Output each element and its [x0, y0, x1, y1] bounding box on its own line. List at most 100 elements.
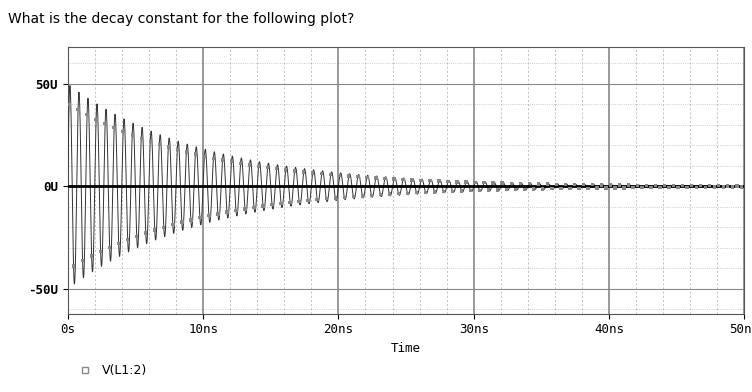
Point	[397, 176, 409, 183]
Point	[253, 163, 265, 169]
Point	[559, 181, 572, 187]
Point	[564, 185, 576, 192]
Point	[190, 151, 202, 157]
Point	[108, 125, 120, 131]
Point	[284, 200, 296, 206]
Point	[239, 206, 251, 212]
Point	[528, 186, 540, 192]
Point	[144, 138, 156, 145]
Point	[63, 101, 75, 107]
Point	[402, 190, 414, 196]
Point	[275, 200, 287, 207]
Point	[135, 135, 147, 142]
Point	[212, 211, 224, 217]
Point	[505, 180, 517, 187]
Point	[618, 185, 630, 191]
Point	[289, 168, 301, 174]
Point	[176, 219, 188, 225]
Point	[131, 233, 143, 240]
Point	[735, 184, 747, 190]
Point	[343, 173, 355, 179]
Point	[411, 190, 423, 196]
Point	[569, 181, 581, 188]
Point	[645, 185, 657, 191]
Point	[104, 244, 116, 250]
Point	[185, 217, 197, 223]
Point	[587, 181, 599, 188]
Point	[329, 195, 341, 201]
Point	[203, 212, 215, 219]
Point	[636, 185, 648, 191]
Point	[537, 186, 549, 192]
Point	[199, 153, 211, 160]
Point	[429, 189, 441, 195]
Point	[447, 188, 459, 194]
Point	[510, 186, 522, 192]
Point	[623, 182, 635, 188]
Point	[420, 189, 432, 196]
Point	[180, 149, 193, 155]
Point	[230, 207, 242, 214]
Point	[690, 184, 702, 191]
Point	[614, 182, 626, 188]
Point	[149, 227, 161, 233]
Point	[113, 240, 125, 247]
Point	[591, 185, 603, 191]
Point	[257, 203, 269, 209]
Point	[81, 111, 93, 118]
Point	[271, 165, 283, 172]
Point	[731, 183, 743, 189]
Point	[221, 209, 233, 215]
Point	[663, 184, 675, 191]
Point	[208, 155, 220, 162]
Point	[573, 185, 585, 192]
Point	[713, 183, 725, 189]
Point	[641, 182, 653, 189]
Point	[717, 184, 729, 190]
Point	[307, 170, 319, 176]
Point	[478, 180, 490, 186]
Point	[302, 197, 314, 203]
Point	[86, 253, 98, 259]
Point	[99, 120, 111, 127]
Point	[722, 183, 734, 189]
Point	[546, 186, 558, 192]
X-axis label: Time: Time	[391, 342, 421, 355]
Point	[171, 147, 183, 153]
Point	[582, 185, 594, 191]
Point	[158, 224, 170, 230]
Point	[492, 187, 504, 193]
Point	[699, 184, 711, 191]
Point	[316, 171, 328, 177]
Point	[487, 180, 499, 186]
Point	[77, 258, 89, 264]
Point	[596, 182, 608, 188]
Point	[501, 187, 513, 193]
Point	[451, 179, 463, 185]
Point	[424, 178, 436, 184]
Point	[248, 204, 260, 211]
Point	[356, 193, 368, 199]
Point	[352, 174, 364, 180]
Point	[496, 180, 508, 186]
Point	[672, 184, 684, 191]
Point	[627, 185, 639, 191]
Point	[406, 177, 418, 183]
Point	[632, 182, 644, 189]
Point	[122, 237, 134, 243]
Point	[280, 167, 292, 173]
Point	[293, 198, 305, 205]
Point	[523, 181, 535, 187]
Point	[654, 184, 666, 191]
Point	[704, 183, 716, 189]
Point	[555, 185, 567, 192]
Point	[460, 179, 472, 185]
Point	[605, 182, 617, 188]
Point	[483, 187, 495, 193]
Legend: V(L1:2): V(L1:2)	[74, 359, 152, 382]
Point	[298, 169, 310, 175]
Point	[95, 249, 107, 255]
Point	[167, 221, 179, 228]
Point	[514, 180, 526, 187]
Point	[681, 184, 693, 191]
